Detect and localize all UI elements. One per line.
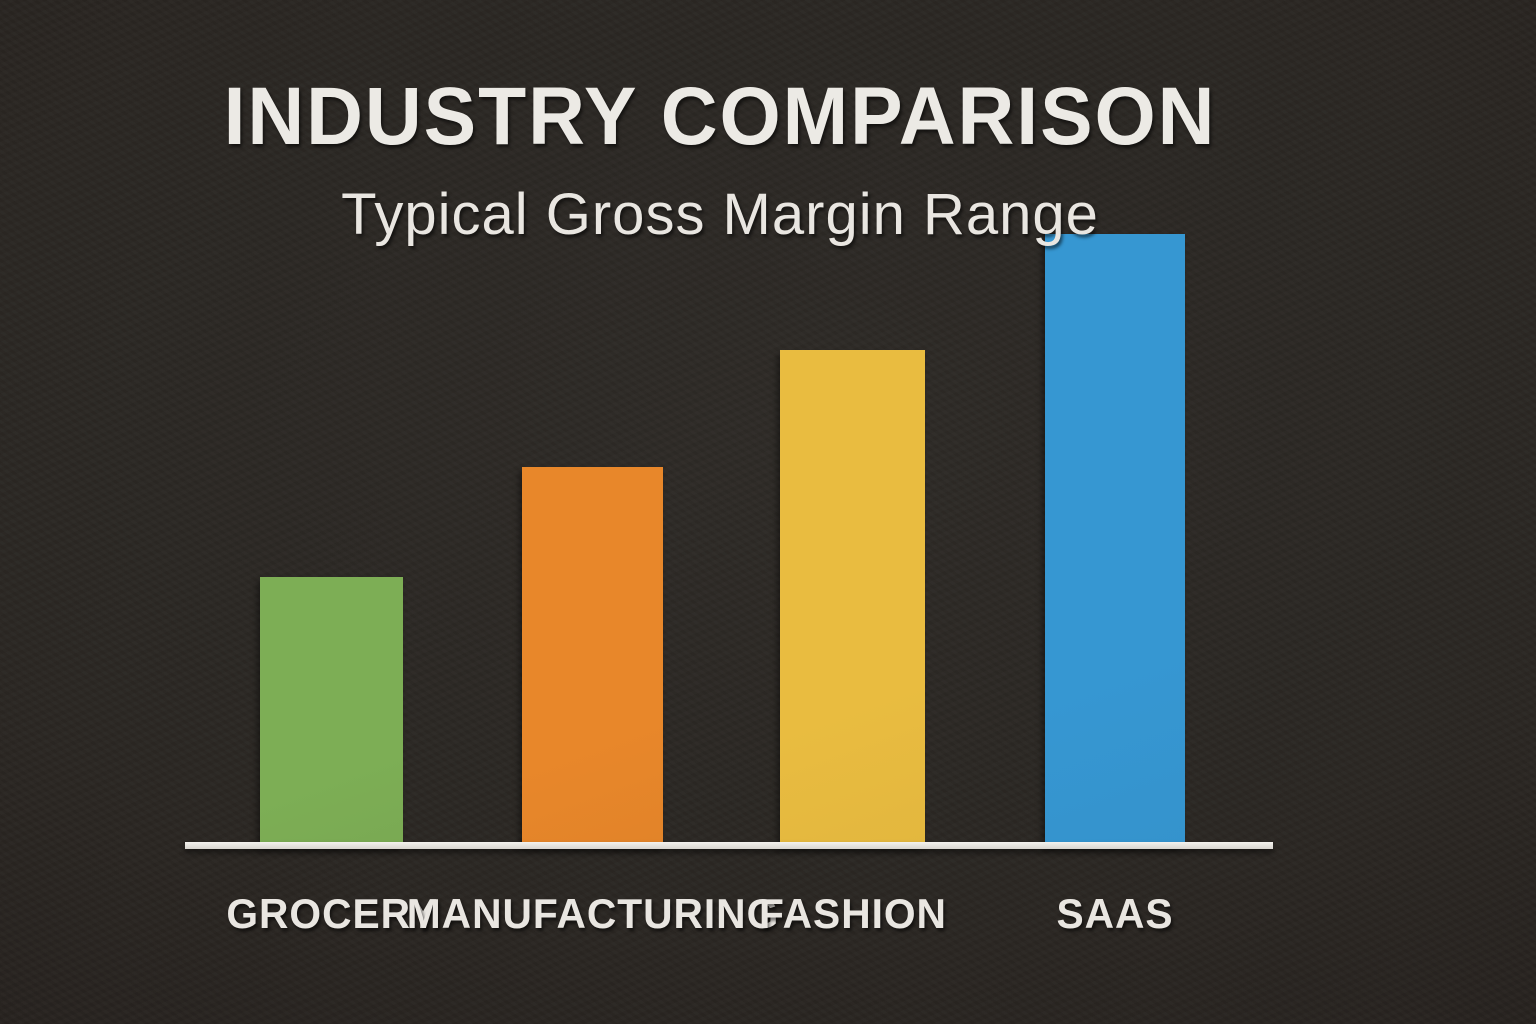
chart-title: INDUSTRY COMPARISON [223,71,1217,162]
x-axis-line [185,842,1273,849]
x-axis-label-saas: SAAS [1056,890,1174,937]
bar-manufacturing [522,467,663,846]
chart-header: INDUSTRY COMPARISON Typical Gross Margin… [0,76,1440,244]
bar-fashion [780,350,925,846]
x-axis-label-manufacturing: MANUFACTURING [406,890,779,937]
chart-subtitle: Typical Gross Margin Range [341,182,1099,247]
bar-grocery [260,577,403,846]
x-axis-label-fashion: FASHION [758,890,947,937]
x-axis-label-grocery: GROCERY [225,890,438,937]
bar-saas [1045,234,1185,846]
